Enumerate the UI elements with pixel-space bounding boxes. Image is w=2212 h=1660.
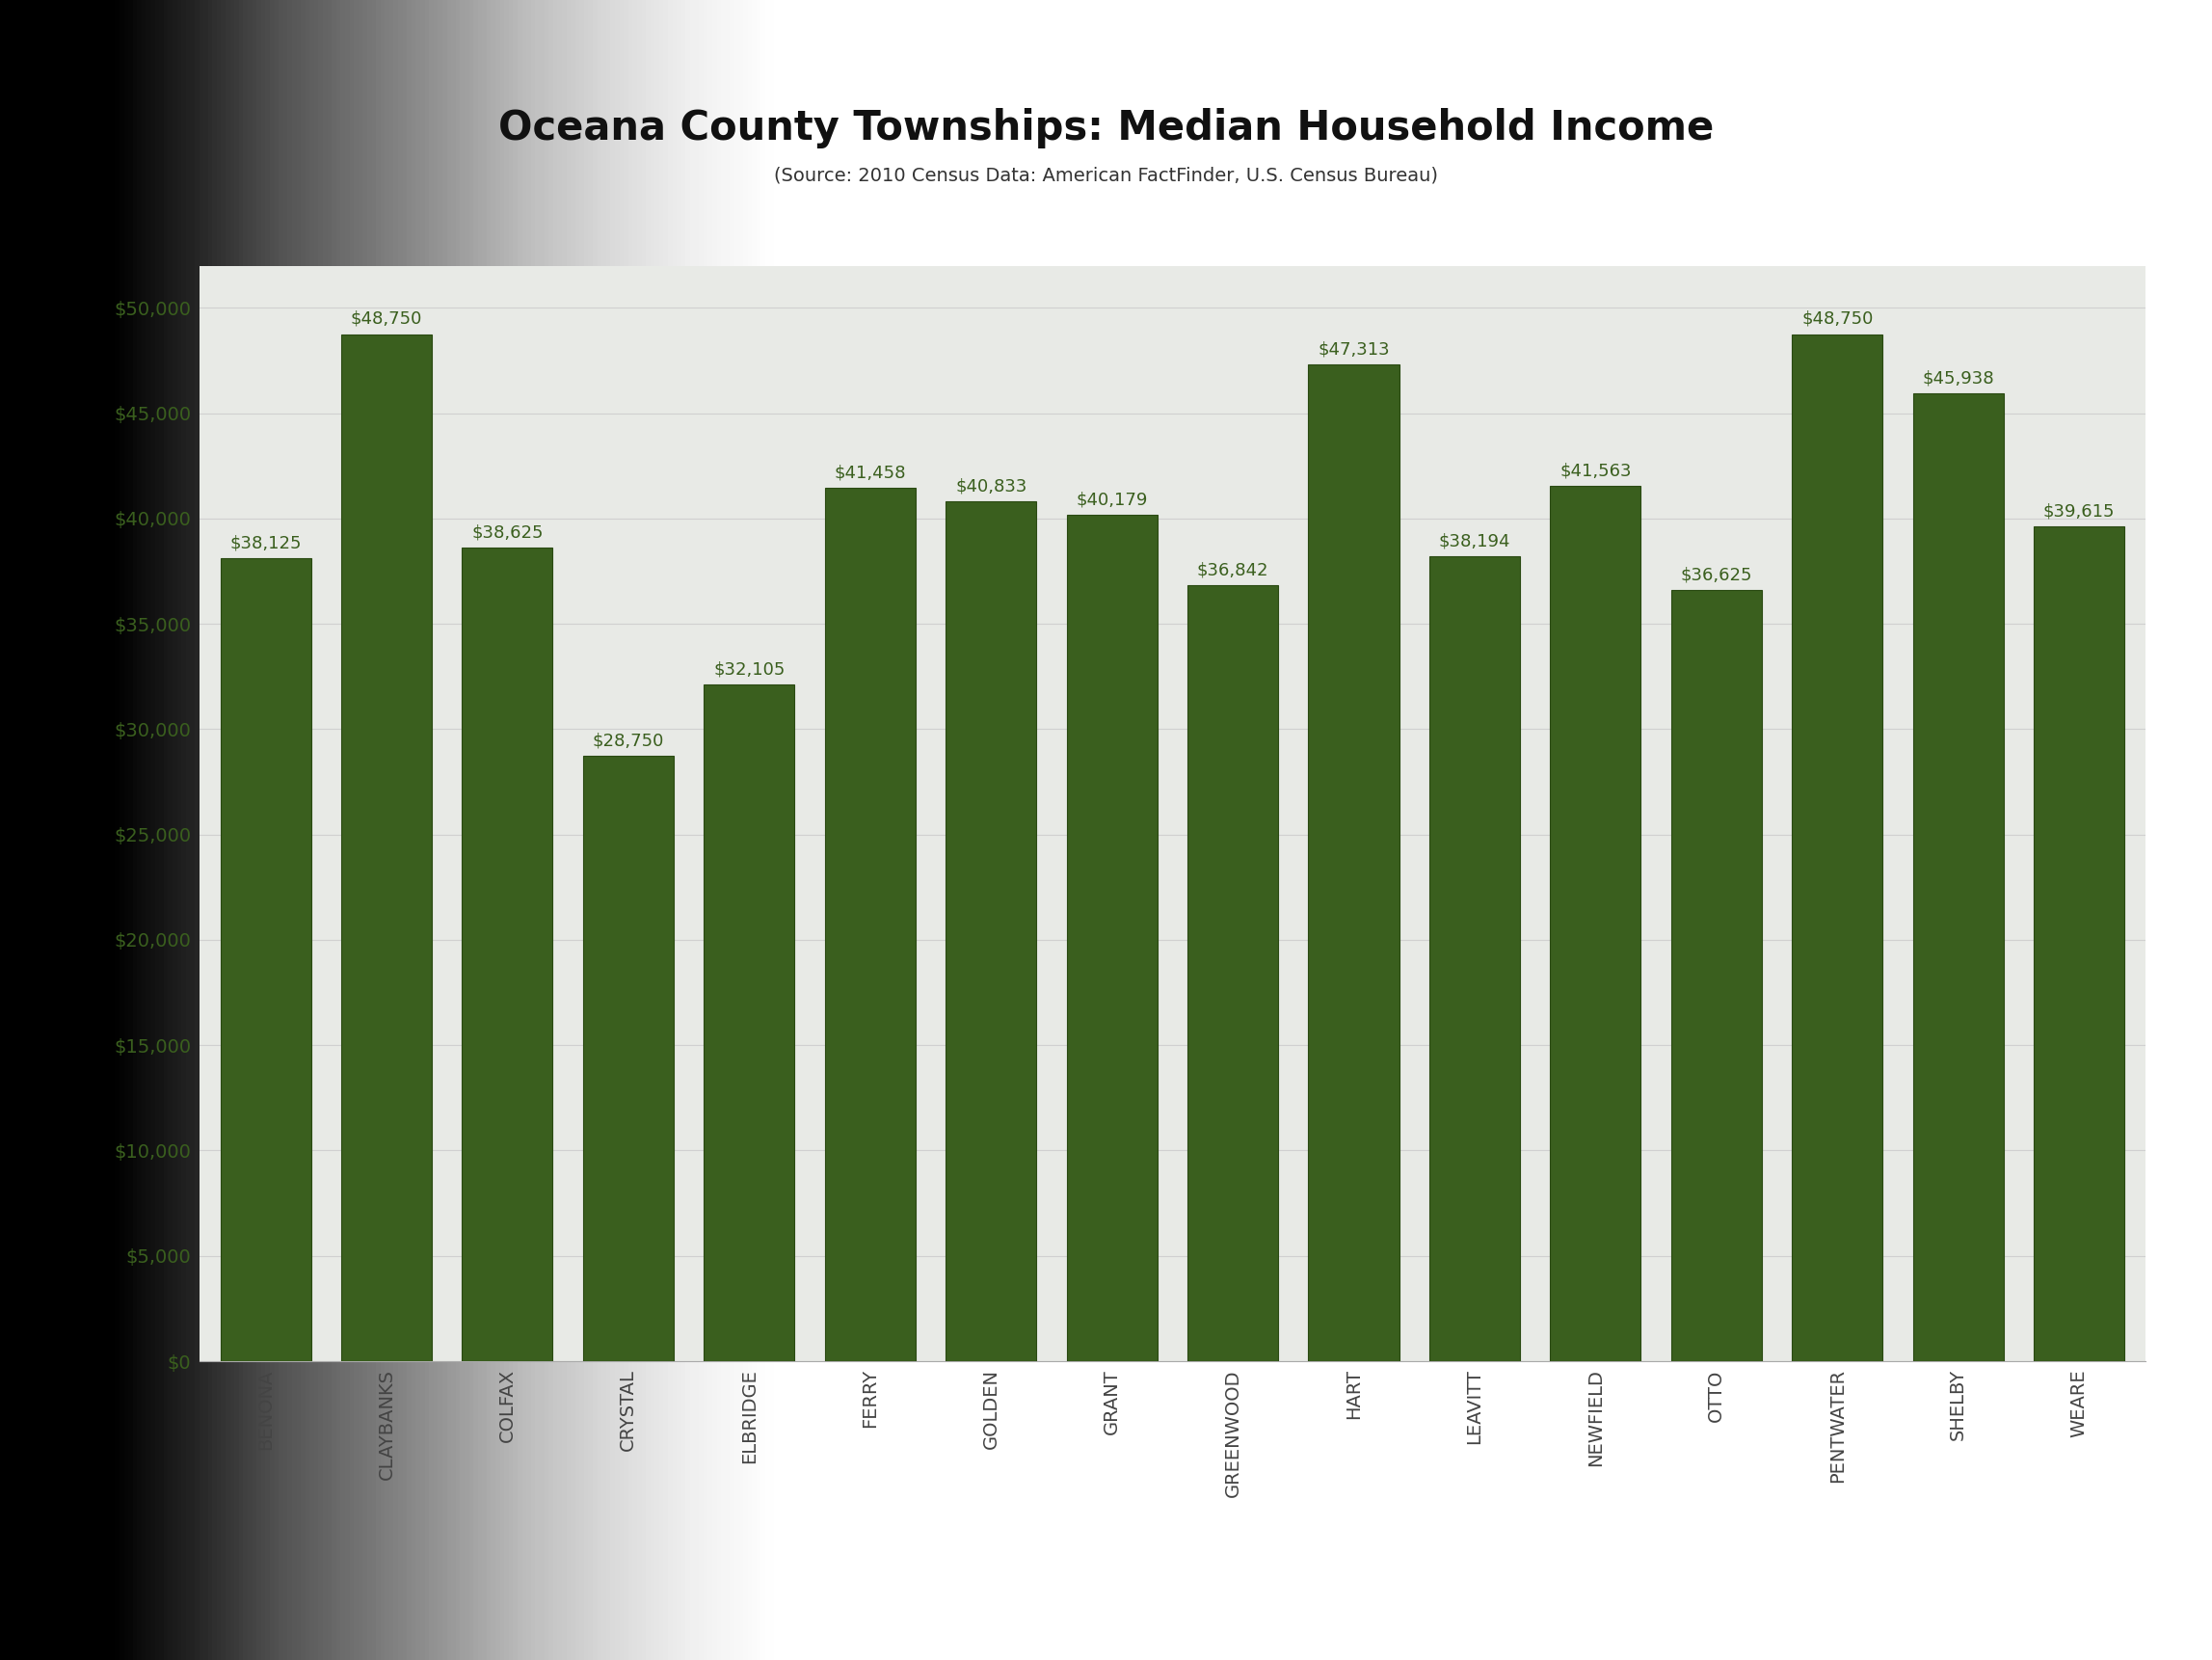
Text: $40,833: $40,833 [956,476,1026,495]
Bar [1551,485,1641,1361]
Text: $38,194: $38,194 [1438,533,1511,549]
Bar [1066,515,1157,1361]
Bar [1792,334,1882,1361]
Text: $41,458: $41,458 [834,465,907,481]
Text: $32,105: $32,105 [712,661,785,679]
Bar [1188,584,1279,1361]
Text: $45,938: $45,938 [1922,370,1995,387]
Text: $48,750: $48,750 [352,310,422,327]
Text: $40,179: $40,179 [1075,491,1148,508]
Bar [1429,556,1520,1361]
Text: $47,313: $47,313 [1318,340,1389,359]
Bar [341,334,431,1361]
Text: (Source: 2010 Census Data: American FactFinder, U.S. Census Bureau): (Source: 2010 Census Data: American Fact… [774,166,1438,184]
Text: $36,625: $36,625 [1681,566,1752,583]
Bar [2033,526,2124,1361]
Bar [221,558,312,1361]
Bar [825,488,916,1361]
Bar [947,501,1037,1361]
Bar [584,755,675,1361]
Text: $48,750: $48,750 [1801,310,1874,327]
Text: $41,563: $41,563 [1559,461,1632,480]
Text: Oceana County Townships: Median Household Income: Oceana County Townships: Median Househol… [498,108,1714,148]
Bar [703,686,794,1361]
Text: $39,615: $39,615 [2044,503,2115,520]
Bar [1307,364,1398,1361]
Bar [1670,589,1761,1361]
Text: $36,842: $36,842 [1197,561,1270,579]
Text: $28,750: $28,750 [593,732,664,749]
Bar [462,548,553,1361]
Bar [1913,393,2004,1361]
Text: $38,125: $38,125 [230,535,301,551]
Text: $38,625: $38,625 [471,523,544,541]
